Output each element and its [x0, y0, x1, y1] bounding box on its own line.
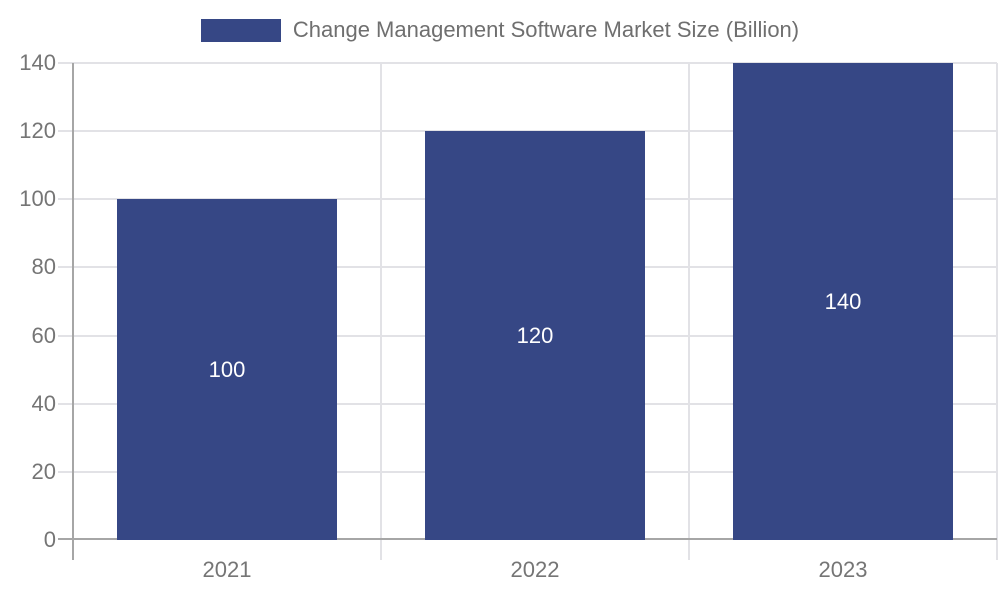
x-axis-label: 2023 — [818, 557, 868, 582]
y-axis-label: 140 — [19, 50, 56, 75]
bar[interactable] — [425, 131, 645, 540]
x-axis-label: 2021 — [202, 557, 252, 582]
y-axis-label: 40 — [31, 390, 56, 416]
y-axis-line — [72, 63, 74, 560]
y-grid-line — [58, 62, 997, 64]
bar-value-label: 140 — [824, 288, 862, 314]
x-grid-line — [688, 63, 690, 560]
bar[interactable] — [117, 199, 337, 540]
y-axis-label: 100 — [19, 186, 56, 212]
y-axis-label: 120 — [19, 118, 56, 144]
y-axis-label: 60 — [31, 322, 56, 348]
bar-value-label: 100 — [208, 356, 246, 382]
x-grid-line — [996, 63, 998, 560]
y-axis-label: 80 — [31, 254, 56, 280]
bar[interactable] — [733, 63, 953, 540]
legend-label: Change Management Software Market Size (… — [292, 17, 800, 42]
x-grid-line — [380, 63, 382, 560]
legend-item[interactable]: Change Management Software Market Size (… — [200, 17, 800, 43]
y-axis-label: 0 — [43, 527, 56, 552]
plot-area: 0 20 40 60 80 100 120 140 100 2021 120 2022 140 2023 — [19, 50, 998, 582]
x-axis-label: 2022 — [510, 557, 560, 582]
y-axis-label: 20 — [31, 458, 56, 484]
legend: Change Management Software Market Size (… — [0, 17, 1000, 43]
bar-value-label: 120 — [516, 322, 554, 348]
legend-swatch-icon — [200, 18, 281, 42]
